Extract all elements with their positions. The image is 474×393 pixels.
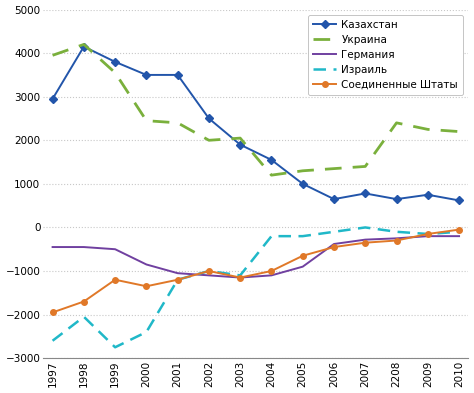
Соединенные Штаты bbox=[112, 277, 118, 282]
Соединенные Штаты bbox=[237, 275, 243, 280]
Германия bbox=[394, 236, 400, 241]
Казахстан bbox=[331, 197, 337, 202]
Израиль bbox=[81, 314, 87, 319]
Соединенные Штаты bbox=[331, 245, 337, 250]
Line: Израиль: Израиль bbox=[53, 228, 459, 347]
Израиль bbox=[50, 338, 55, 343]
Line: Казахстан: Казахстан bbox=[50, 44, 462, 203]
Израиль bbox=[425, 231, 431, 236]
Казахстан bbox=[50, 97, 55, 101]
Казахстан bbox=[456, 198, 462, 203]
Германия bbox=[456, 234, 462, 239]
Украина bbox=[363, 164, 368, 169]
Соединенные Штаты bbox=[50, 310, 55, 315]
Украина bbox=[144, 118, 149, 123]
Германия bbox=[112, 247, 118, 252]
Израиль bbox=[112, 345, 118, 350]
Украина bbox=[300, 169, 306, 173]
Германия bbox=[425, 234, 431, 239]
Казахстан bbox=[394, 197, 400, 202]
Line: Германия: Германия bbox=[53, 236, 459, 277]
Казахстан bbox=[206, 116, 212, 121]
Казахстан bbox=[144, 73, 149, 77]
Израиль bbox=[269, 234, 274, 239]
Германия bbox=[237, 275, 243, 280]
Соединенные Штаты bbox=[206, 269, 212, 274]
Казахстан bbox=[175, 73, 181, 77]
Соединенные Штаты bbox=[425, 231, 431, 236]
Соединенные Штаты bbox=[175, 277, 181, 282]
Украина bbox=[175, 121, 181, 125]
Украина bbox=[331, 166, 337, 171]
Соединенные Штаты bbox=[394, 238, 400, 243]
Израиль bbox=[237, 273, 243, 278]
Казахстан bbox=[300, 182, 306, 186]
Соединенные Штаты bbox=[269, 269, 274, 274]
Line: Соединенные Штаты: Соединенные Штаты bbox=[50, 227, 462, 315]
Израиль bbox=[206, 269, 212, 274]
Германия bbox=[363, 237, 368, 242]
Соединенные Штаты bbox=[81, 299, 87, 304]
Казахстан bbox=[269, 158, 274, 162]
Украина bbox=[425, 127, 431, 132]
Германия bbox=[50, 245, 55, 250]
Казахстан bbox=[363, 191, 368, 196]
Израиль bbox=[300, 234, 306, 239]
Израиль bbox=[144, 330, 149, 334]
Казахстан bbox=[81, 44, 87, 49]
Израиль bbox=[394, 230, 400, 234]
Германия bbox=[206, 273, 212, 278]
Соединенные Штаты bbox=[300, 253, 306, 258]
Казахстан bbox=[425, 193, 431, 197]
Украина bbox=[456, 129, 462, 134]
Германия bbox=[81, 245, 87, 250]
Германия bbox=[331, 242, 337, 246]
Украина bbox=[269, 173, 274, 178]
Израиль bbox=[456, 230, 462, 234]
Соединенные Штаты bbox=[363, 241, 368, 245]
Израиль bbox=[175, 277, 181, 282]
Украина bbox=[206, 138, 212, 143]
Украина bbox=[50, 53, 55, 58]
Украина bbox=[81, 42, 87, 47]
Соединенные Штаты bbox=[456, 227, 462, 232]
Германия bbox=[175, 271, 181, 275]
Казахстан bbox=[237, 142, 243, 147]
Соединенные Штаты bbox=[144, 284, 149, 288]
Израиль bbox=[331, 230, 337, 234]
Line: Украина: Украина bbox=[53, 44, 459, 175]
Legend: Казахстан, Украина, Германия, Израиль, Соединенные Штаты: Казахстан, Украина, Германия, Израиль, С… bbox=[308, 15, 463, 95]
Германия bbox=[269, 273, 274, 278]
Украина bbox=[394, 121, 400, 125]
Украина bbox=[112, 70, 118, 75]
Казахстан bbox=[112, 59, 118, 64]
Германия bbox=[144, 262, 149, 267]
Германия bbox=[300, 264, 306, 269]
Израиль bbox=[363, 225, 368, 230]
Украина bbox=[237, 136, 243, 140]
